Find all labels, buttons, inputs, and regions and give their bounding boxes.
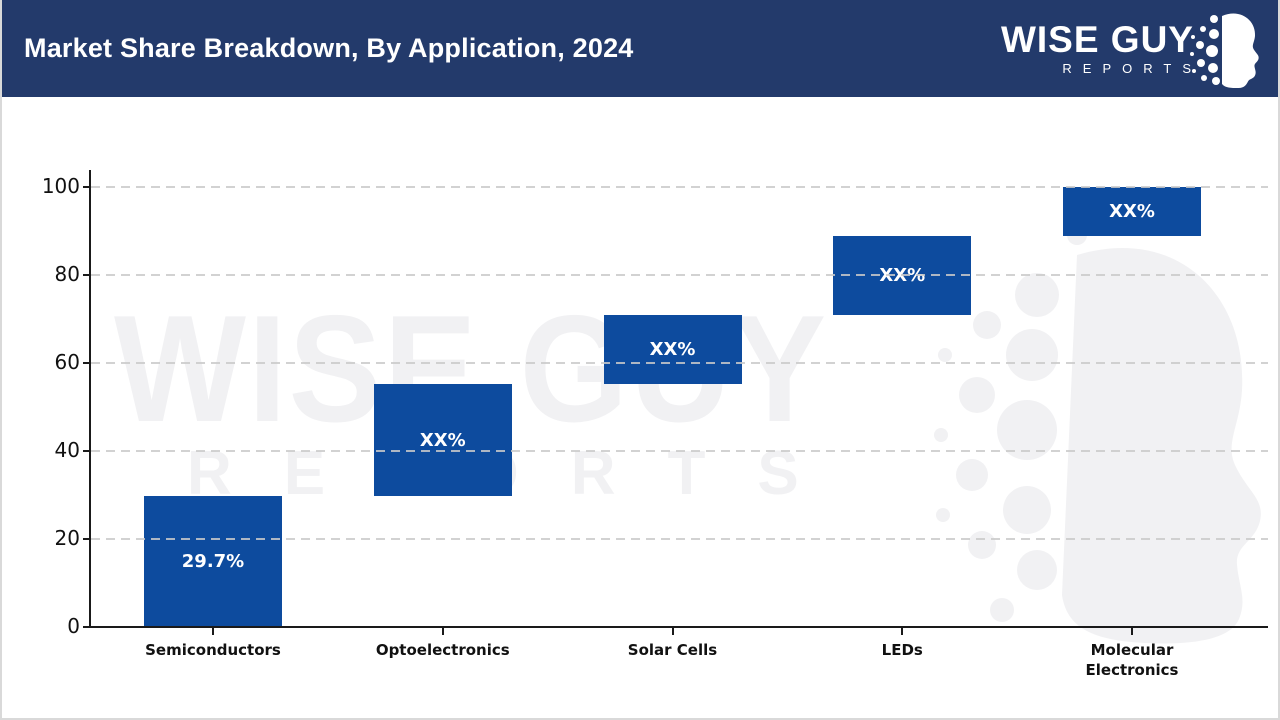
x-tick-2 <box>671 628 674 635</box>
x-category-label-2: Solar Cells <box>627 641 718 659</box>
gridline-60 <box>91 362 1268 364</box>
page-title: Market Share Breakdown, By Application, … <box>24 33 634 63</box>
x-tick-0 <box>212 628 214 635</box>
gridline-100 <box>91 186 1268 188</box>
x-tick-4 <box>1131 628 1133 635</box>
logo-subtitle: REPORTS <box>1062 61 1202 76</box>
y-tick-20 <box>83 538 90 540</box>
gridline-40 <box>91 450 1268 452</box>
wise-guy-reports-logo: WISE GUY REPORTS <box>1001 7 1264 91</box>
y-tick-0 <box>83 626 90 628</box>
bar-semiconductors: 29.7% <box>144 496 282 627</box>
bar-molecular-electronics: XX% <box>1063 187 1201 237</box>
y-tick-label-100: 100 <box>41 174 80 198</box>
y-tick-80 <box>83 274 90 276</box>
bar-value-label: 29.7% <box>181 551 245 573</box>
bar-optoelectronics: XX% <box>373 384 512 497</box>
x-category-label-1: Optoelectronics <box>375 641 510 659</box>
x-axis-line <box>89 626 1268 628</box>
header-bar: Market Share Breakdown, By Application, … <box>2 0 1278 97</box>
x-category-label-3: LEDs <box>881 641 923 659</box>
y-tick-60 <box>83 362 90 364</box>
bar-value-label: XX% <box>649 338 696 360</box>
y-tick-label-60: 60 <box>54 350 80 374</box>
gridline-80 <box>91 274 1268 276</box>
y-axis-line <box>89 170 91 628</box>
y-tick-label-20: 20 <box>54 526 80 550</box>
bar-solar-cells: XX% <box>603 314 742 385</box>
x-tick-1 <box>441 628 444 635</box>
watermark-subtitle: REPORTS <box>187 439 851 508</box>
watermark-face-graphic <box>934 215 1261 644</box>
gridline-20 <box>91 538 1268 540</box>
y-tick-label-40: 40 <box>54 438 80 462</box>
logo-text: WISE GUY REPORTS <box>1001 21 1194 76</box>
logo-face-icon <box>1190 12 1259 88</box>
x-tick-3 <box>901 628 904 635</box>
bar-value-label: XX% <box>1109 201 1155 223</box>
y-tick-40 <box>83 450 90 452</box>
x-category-label-0: Semiconductors <box>145 641 281 659</box>
bar-value-label: XX% <box>419 429 466 451</box>
y-tick-label-0: 0 <box>67 614 80 638</box>
x-category-label-4: Molecular Electronics <box>1085 641 1179 680</box>
y-tick-100 <box>83 186 90 188</box>
logo-wordmark: WISE GUY <box>1000 19 1194 60</box>
y-tick-label-80: 80 <box>54 262 80 286</box>
